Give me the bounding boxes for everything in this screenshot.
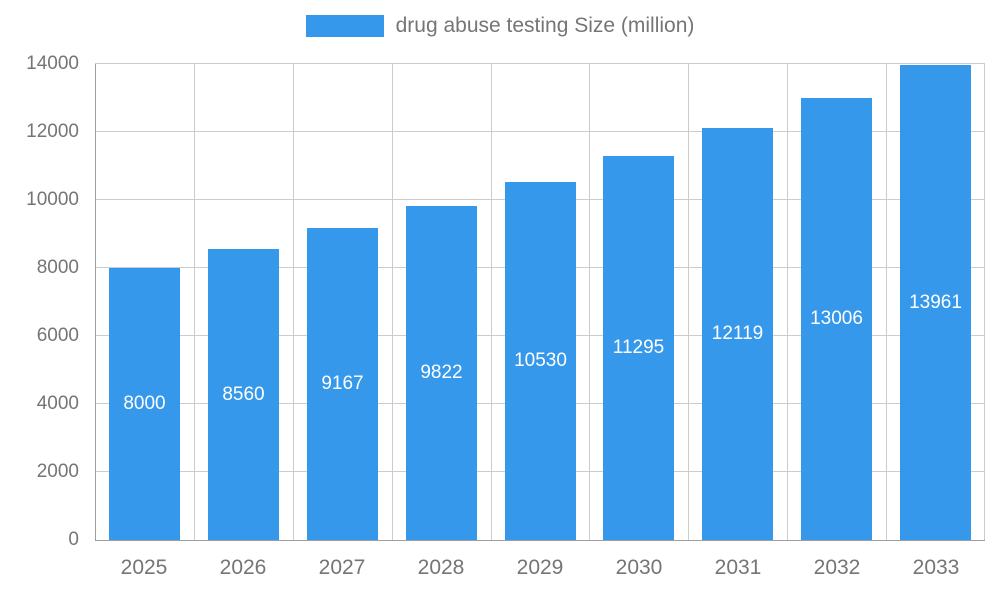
y-tick-label: 14000 [26,53,79,74]
gridline [95,540,985,541]
bar-2030: 11295 [603,156,674,540]
vertical-gridline [293,64,294,540]
x-tick-label-2026: 2026 [219,556,267,579]
gridline [95,63,985,64]
vertical-gridline [589,64,590,540]
x-tick-label-2027: 2027 [318,556,366,579]
vertical-gridline [688,64,689,540]
bar-value-label: 9167 [321,373,364,394]
y-axis: 0 2000 4000 6000 8000 10000 12000 14000 [0,53,85,550]
x-tick-label-2033: 2033 [912,556,960,579]
vertical-gridline [787,64,788,540]
y-tick-label: 0 [68,529,79,550]
bar-2027: 9167 [307,228,378,540]
vertical-gridline [984,64,985,540]
x-tick-label-2025: 2025 [120,556,168,579]
bar-value-label: 9822 [420,362,463,383]
bar-value-label: 8560 [222,383,265,405]
bar-value-label: 13006 [810,308,863,329]
vertical-gridline [392,64,393,540]
y-tick-label: 4000 [36,393,79,414]
bar-2031: 12119 [702,128,773,540]
bar-value-label: 13961 [909,291,962,313]
x-tick-label-2030: 2030 [615,556,663,579]
x-tick-label-2028: 2028 [417,556,465,579]
y-tick-label: 10000 [26,189,79,210]
x-tick-label-2029: 2029 [516,556,564,579]
legend-label: drug abuse testing Size (million) [395,14,695,37]
x-tick-label-2031: 2031 [714,556,762,579]
x-axis: 2025 2026 2027 2028 2029 2030 2031 2032 2033 [95,552,985,586]
y-tick-label: 12000 [26,121,79,142]
legend-swatch [305,15,384,37]
y-axis-line [95,64,96,540]
bar-2025: 8000 [109,268,180,540]
vertical-gridline [886,64,887,540]
y-tick-label: 8000 [36,257,79,278]
plot-area: 8000 8560 9167 9822 10530 11295 12119 13006 1396… [95,63,985,541]
legend: drug abuse testing Size (million) [0,14,1000,38]
bar-2032: 13006 [801,98,872,540]
x-tick-label-2032: 2032 [813,556,861,579]
vertical-gridline [194,64,195,540]
bar-2026: 8560 [208,249,279,540]
bar-value-label: 8000 [123,393,166,414]
bar-2028: 9822 [406,206,477,540]
bar-value-label: 12119 [711,323,764,344]
vertical-gridline [491,64,492,540]
bar-value-label: 11295 [612,337,665,358]
y-tick-label: 6000 [36,325,79,346]
y-tick-label: 2000 [36,461,79,482]
bar-value-label: 10530 [514,350,567,371]
bar-2029: 10530 [505,182,576,540]
bar-2033: 13961 [900,65,971,540]
gridline [95,131,985,132]
